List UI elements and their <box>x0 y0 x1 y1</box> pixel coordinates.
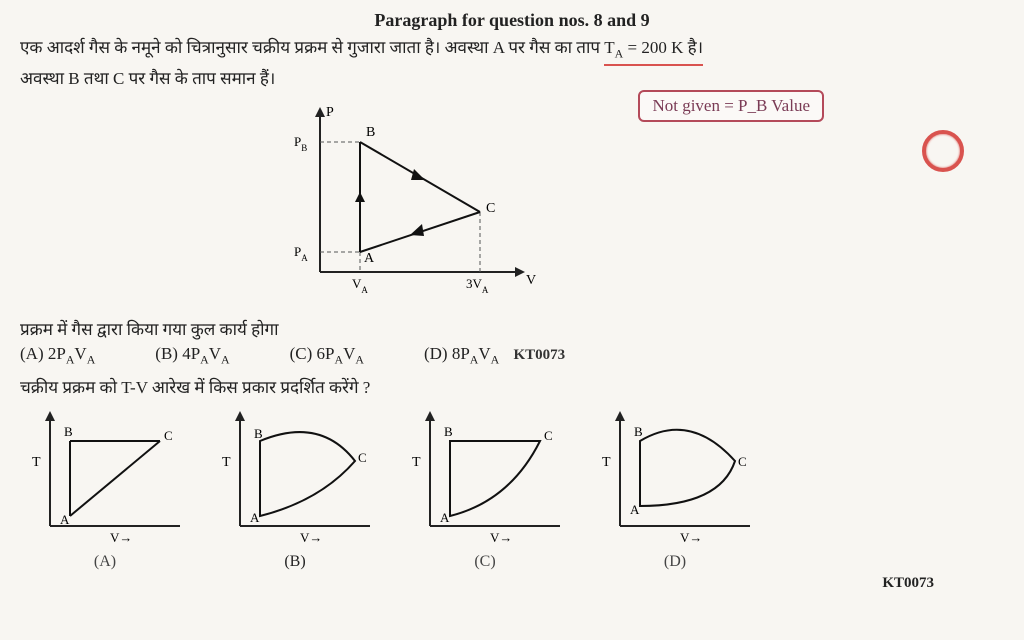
option-a: (A) 2PAVA <box>20 344 95 367</box>
pt-a: A <box>630 502 640 517</box>
tv-label-a: (A) <box>20 553 190 571</box>
pt-c: C <box>164 428 173 443</box>
pt-b: B <box>254 426 263 441</box>
pt-a: A <box>440 510 450 525</box>
axis-v: V→ <box>680 530 702 545</box>
pt-c: C <box>738 454 747 469</box>
tv-option-b: T V→ A B C (B) <box>210 406 380 571</box>
tv-svg-c: T V→ A B C <box>400 406 570 546</box>
temp-expression: TA = 200 K है। <box>604 35 703 66</box>
pv-point-a: A <box>364 251 375 266</box>
tv-svg-d: T V→ A B C <box>590 406 760 546</box>
option-b: (B) 4PAVA <box>155 344 229 367</box>
tv-svg-a: T V→ B C A <box>20 406 190 546</box>
q1-code: KT0073 <box>514 347 566 363</box>
pt-c: C <box>544 428 553 443</box>
pv-va-tick: VA <box>352 276 368 295</box>
temp-val: = 200 K है। <box>623 38 703 57</box>
question-2-stem: चक्रीय प्रक्रम को T-V आरेख में किस प्रका… <box>20 375 1004 398</box>
question-1-stem: प्रक्रम में गैस द्वारा किया गया कुल कार्… <box>20 317 1004 340</box>
para-line2: अवस्था B तथा C पर गैस के ताप समान हैं। <box>20 69 275 88</box>
pv-point-b: B <box>366 125 375 140</box>
pt-a: A <box>250 510 260 525</box>
axis-t: T <box>602 455 611 470</box>
axis-v: V→ <box>110 530 132 545</box>
tv-option-c: T V→ A B C (C) <box>400 406 570 571</box>
axis-v: V→ <box>300 530 322 545</box>
pv-y-label: P <box>326 105 334 120</box>
axis-t: T <box>412 455 421 470</box>
tv-svg-b: T V→ A B C <box>210 406 380 546</box>
tv-label-c: (C) <box>400 553 570 571</box>
option-d: (D) 8PAVA KT0073 <box>424 344 565 367</box>
pt-c: C <box>358 450 367 465</box>
pv-pa-label: PA <box>294 244 308 263</box>
pv-pb-label: PB <box>294 134 307 153</box>
temp-sym: T <box>604 38 614 57</box>
axis-t: T <box>222 455 231 470</box>
question-1-options: (A) 2PAVA (B) 4PAVA (C) 6PAVA (D) 8PAVA … <box>20 344 1004 367</box>
q2-code: KT0073 <box>20 575 1004 592</box>
pv-svg: P V B C A PB PA VA 3VA <box>280 102 540 302</box>
pt-b: B <box>444 424 453 439</box>
temp-sub: A <box>615 46 624 60</box>
pv-3va-tick: 3VA <box>466 276 489 295</box>
pt-b: B <box>64 424 73 439</box>
pt-a: A <box>60 512 70 527</box>
tv-option-d: T V→ A B C (D) <box>590 406 760 571</box>
axis-t: T <box>32 455 41 470</box>
tv-label-d: (D) <box>590 553 760 571</box>
tv-option-a: T V→ B C A (A) <box>20 406 190 571</box>
axis-v: V→ <box>490 530 512 545</box>
pt-b: B <box>634 424 643 439</box>
pv-point-c: C <box>486 201 495 216</box>
pv-diagram: P V B C A PB PA VA 3VA <box>280 102 1004 307</box>
tv-label-b: (B) <box>210 553 380 571</box>
paragraph-text: एक आदर्श गैस के नमूने को चित्रानुसार चक्… <box>20 35 1004 92</box>
tv-options-row: T V→ B C A (A) T V→ A B C (B) <box>20 406 1004 571</box>
red-circle-mark <box>922 130 964 172</box>
handwritten-annotation: Not given = P_B Value <box>638 90 824 122</box>
option-c: (C) 6PAVA <box>290 344 364 367</box>
pv-x-label: V <box>526 273 536 288</box>
paragraph-heading: Paragraph for question nos. 8 and 9 <box>20 10 1004 31</box>
para-line1-a: एक आदर्श गैस के नमूने को चित्रानुसार चक्… <box>20 38 604 57</box>
